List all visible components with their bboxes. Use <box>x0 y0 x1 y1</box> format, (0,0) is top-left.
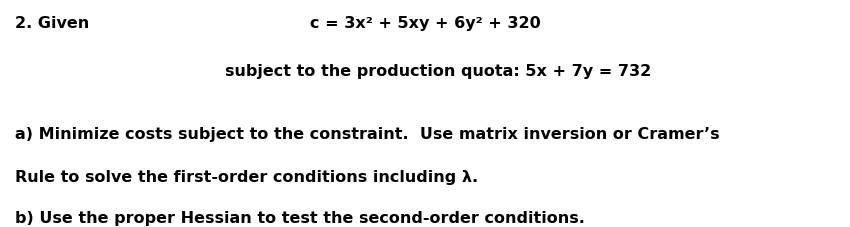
Text: b) Use the proper Hessian to test the second-order conditions.: b) Use the proper Hessian to test the se… <box>15 211 585 226</box>
Text: c = 3x² + 5xy + 6y² + 320: c = 3x² + 5xy + 6y² + 320 <box>310 16 541 31</box>
Text: a) Minimize costs subject to the constraint.  Use matrix inversion or Cramer’s: a) Minimize costs subject to the constra… <box>15 127 720 142</box>
Text: 2. Given: 2. Given <box>15 16 89 31</box>
Text: Rule to solve the first-order conditions including λ.: Rule to solve the first-order conditions… <box>15 170 479 185</box>
Text: subject to the production quota: 5x + 7y = 732: subject to the production quota: 5x + 7y… <box>225 64 651 79</box>
